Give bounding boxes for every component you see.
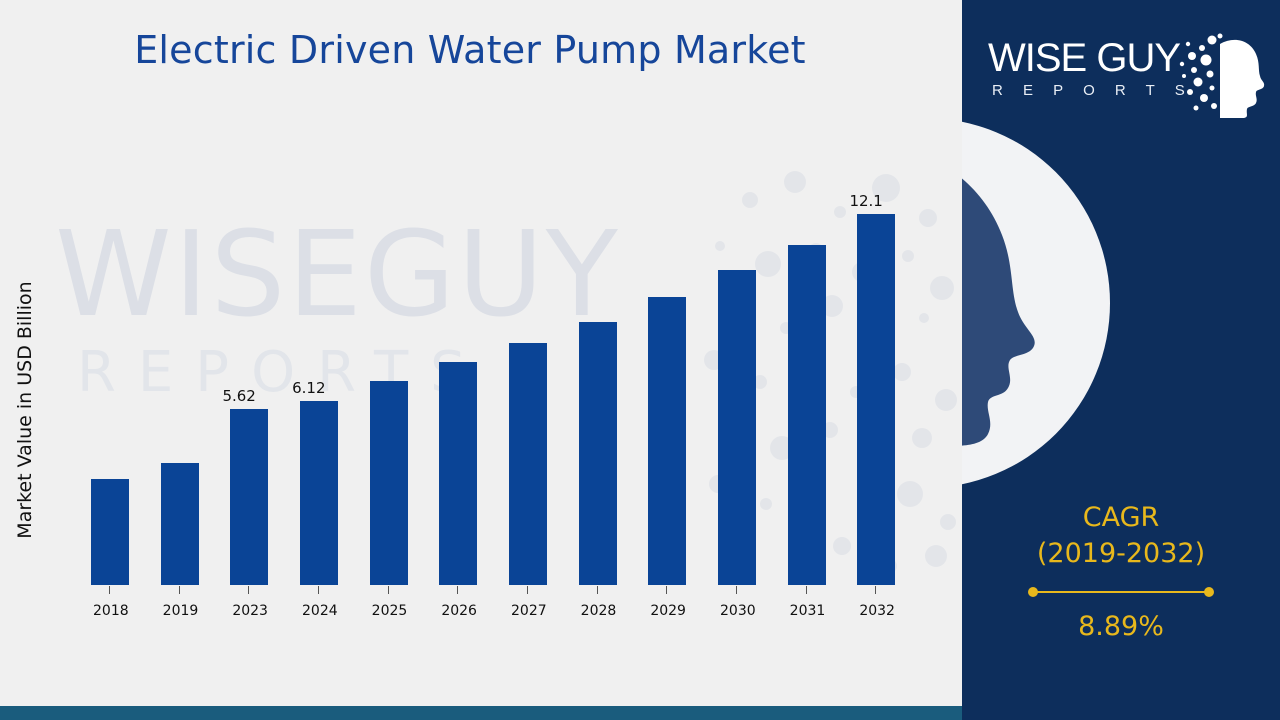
x-axis-tick — [666, 586, 668, 594]
bar-2025 — [369, 381, 408, 585]
x-axis-tick — [387, 586, 389, 594]
x-axis-tick-label: 2029 — [650, 603, 686, 619]
x-axis-tick-label: 2023 — [232, 603, 268, 619]
x-axis-tick — [526, 586, 528, 594]
bar-value-label: 5.62 — [222, 387, 256, 405]
bar-2028 — [578, 322, 617, 585]
cagr-period: (2019-2032) — [1036, 537, 1206, 569]
bar-2024 — [299, 401, 338, 585]
x-axis-tick-label: 2031 — [789, 603, 826, 619]
bar-2019 — [160, 463, 199, 585]
divider-line — [1033, 591, 1209, 594]
bar-2026 — [439, 362, 478, 585]
brand-logo: WISE GUY R E P O R T S — [980, 30, 1268, 120]
divider-dot-right — [1204, 587, 1214, 598]
y-axis-label: Market Value in USD Billion — [14, 281, 36, 539]
x-axis-tick — [317, 586, 319, 594]
cagr-title: CAGR — [1082, 502, 1160, 533]
footer-strip — [0, 706, 962, 720]
bar-2030 — [717, 270, 756, 585]
bar-2031 — [787, 245, 826, 585]
x-axis-tick-label: 2032 — [859, 603, 895, 619]
x-axis-tick — [457, 586, 459, 594]
head-silhouette-icon — [962, 178, 1035, 446]
x-axis-tick-label: 2026 — [441, 603, 477, 619]
bar-2027 — [508, 343, 547, 585]
x-axis-tick — [875, 586, 877, 594]
x-axis-tick — [735, 586, 737, 594]
dot-cluster-decoration — [704, 171, 957, 573]
x-axis-tick-label: 2019 — [162, 603, 199, 619]
x-axis-tick — [805, 586, 807, 594]
x-axis-tick-label: 2018 — [93, 603, 129, 619]
bar-2029 — [648, 297, 687, 585]
bar-chart-plot: 2018 2019 5.62 2023 6.12 2024 2025 2026 2027 2028… — [76, 180, 912, 619]
page-title: Electric Driven Water Pump Market — [134, 28, 806, 72]
x-axis-tick-label: 2027 — [511, 603, 547, 619]
bar-2018 — [90, 479, 129, 585]
cagr-divider — [1028, 587, 1214, 598]
dotted-head-icon — [1179, 33, 1265, 119]
bar-value-label: 12.1 — [849, 192, 883, 210]
logo-wordmark: WISE GUY — [988, 36, 1181, 80]
cagr-value: 8.89% — [1078, 611, 1164, 643]
x-axis-tick — [108, 586, 110, 594]
bar-2032 — [857, 214, 896, 585]
x-axis-tick-label: 2028 — [580, 603, 617, 619]
cagr-block: CAGR (2019-2032) 8.89% — [962, 500, 1280, 642]
logo-subtitle: R E P O R T S — [992, 82, 1193, 99]
brand-panel: WISE GUY R E P O R T S CAGR (2019-2032) — [962, 0, 1280, 720]
x-axis-tick — [178, 586, 180, 594]
x-axis-tick — [596, 586, 598, 594]
x-axis-tick-label: 2025 — [371, 603, 408, 619]
x-axis-tick-label: 2024 — [302, 603, 338, 619]
x-axis-tick-label: 2030 — [720, 603, 756, 619]
bar-value-label: 6.12 — [292, 379, 326, 397]
bar-2023 — [230, 409, 269, 585]
x-axis-tick — [248, 586, 250, 594]
chart-panel: Electric Driven Water Pump Market WISEGU… — [0, 28, 962, 720]
